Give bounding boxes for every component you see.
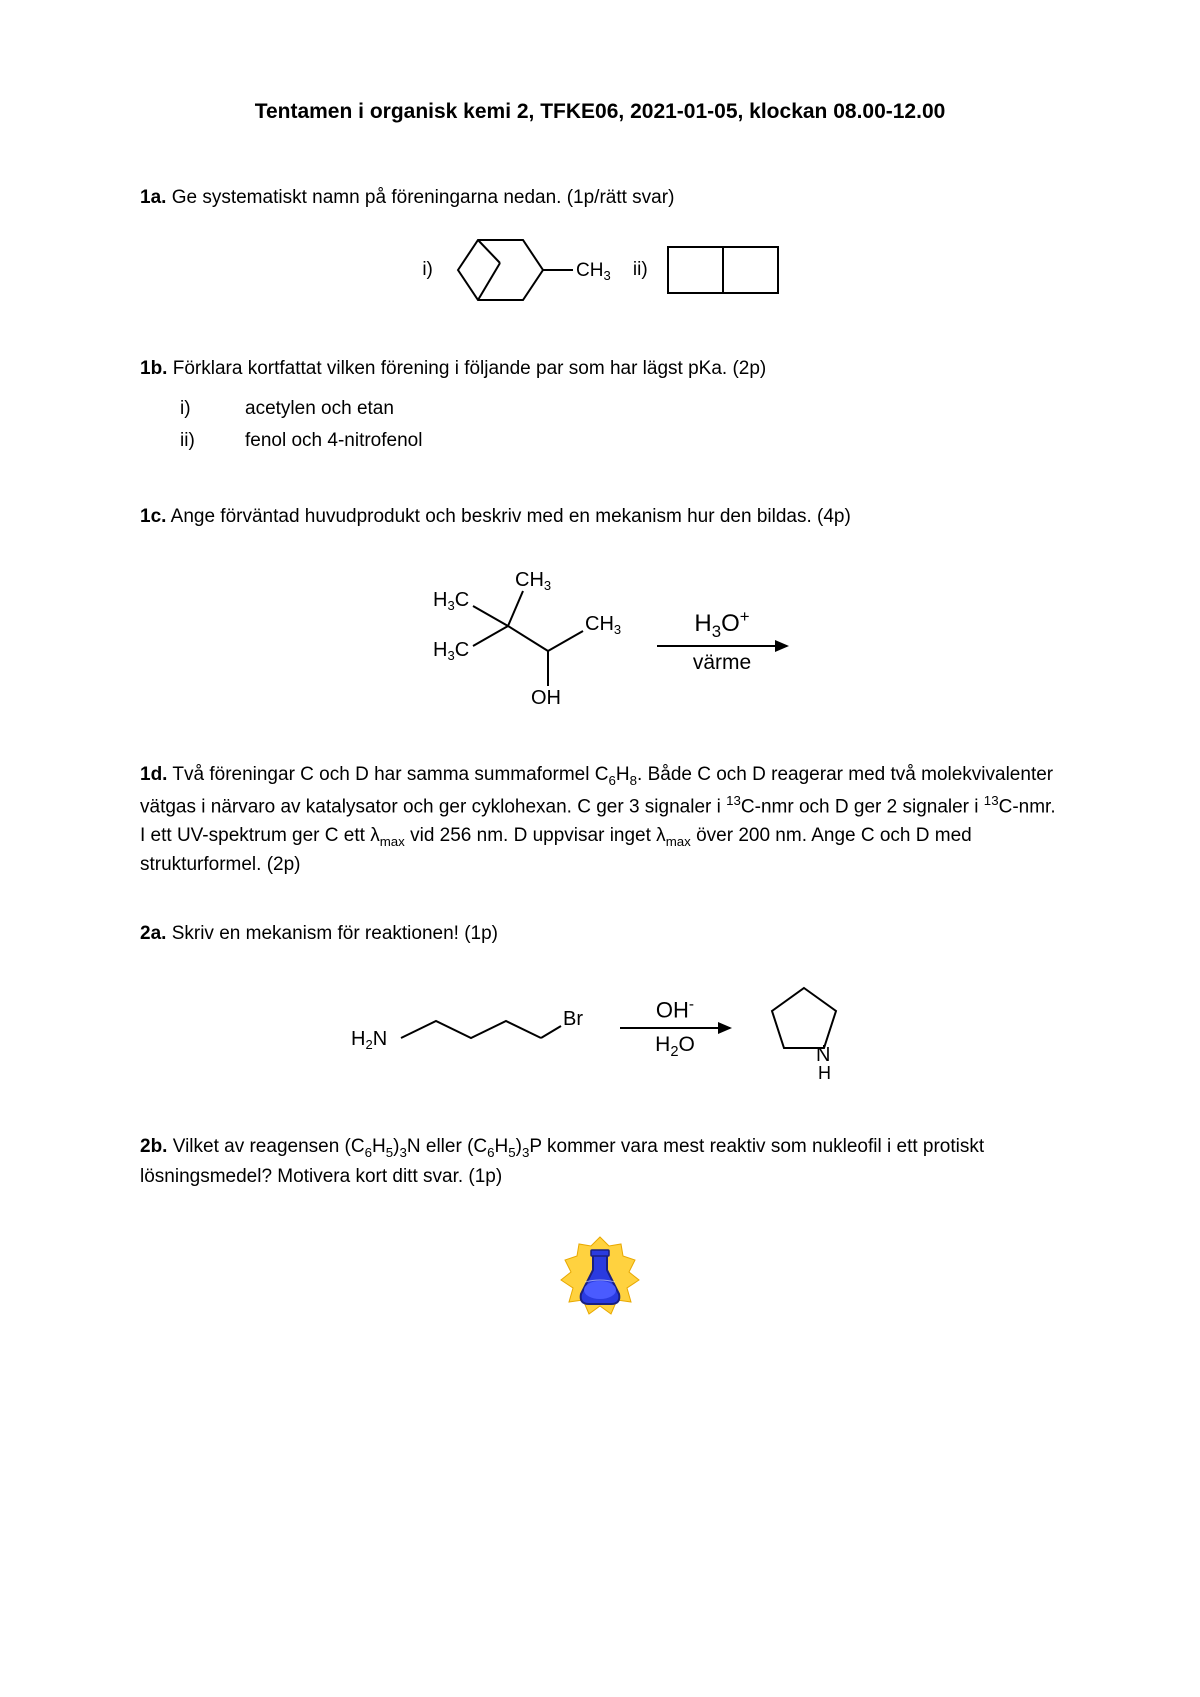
q2a-arrow-bottom: H2O: [620, 1033, 730, 1060]
q1a-figures: i) CH3 ii): [140, 225, 1060, 315]
chemistry-flask-icon: [555, 1232, 645, 1322]
q1a-i-label: i): [422, 259, 433, 281]
exam-title: Tentamen i organisk kemi 2, TFKE06, 2021…: [140, 100, 1060, 124]
q1a-text: 1a. Ge systematiskt namn på föreningarna…: [140, 184, 1060, 213]
q1b-sublist: i) acetylen och etan ii) fenol och 4-nit…: [180, 393, 1060, 458]
svg-text:H2N: H2N: [351, 1028, 387, 1052]
svg-text:H3C: H3C: [433, 639, 469, 663]
svg-text:OH: OH: [531, 687, 561, 709]
q1b-ii: ii) fenol och 4-nitrofenol: [180, 425, 1060, 457]
question-2b: 2b. Vilket av reagensen (C6H5)3N eller (…: [140, 1133, 1060, 1191]
q1c-text: 1c. Ange förväntad huvudprodukt och besk…: [140, 503, 1060, 532]
tert-alcohol-structure: H3C H3C CH3 CH3 OH: [413, 566, 633, 716]
q1b-i: i) acetylen och etan: [180, 393, 1060, 425]
aminobromo-chain: H2N Br: [346, 993, 596, 1063]
q1c-arrow-top: H3O+: [657, 607, 787, 642]
svg-text:Br: Br: [563, 1008, 583, 1030]
q2a-reaction: H2N Br OH- H2O N H: [140, 973, 1060, 1083]
question-1a: 1a. Ge systematiskt namn på föreningarna…: [140, 184, 1060, 315]
q1a-label: 1a.: [140, 187, 166, 208]
q1d-text: 1d. Två föreningar C och D har samma sum…: [140, 761, 1060, 880]
pyrrolidine-structure: N H: [754, 973, 854, 1083]
bicyclobutane-structure: [658, 235, 788, 305]
q2a-arrow: OH- H2O: [620, 996, 730, 1061]
q2a-label: 2a.: [140, 923, 166, 944]
q1a-ii-label: ii): [633, 259, 648, 281]
q1c-arrow-bottom: värme: [657, 651, 787, 675]
svg-text:CH3: CH3: [576, 260, 611, 283]
question-1d: 1d. Två föreningar C och D har samma sum…: [140, 761, 1060, 880]
question-1b: 1b. Förklara kortfattat vilken förening …: [140, 355, 1060, 458]
svg-text:CH3: CH3: [515, 569, 551, 593]
question-1c: 1c. Ange förväntad huvudprodukt och besk…: [140, 503, 1060, 717]
q1c-label: 1c.: [140, 506, 166, 527]
q1b-label: 1b.: [140, 358, 167, 379]
q1b-text: 1b. Förklara kortfattat vilken förening …: [140, 355, 1060, 384]
svg-text:H: H: [818, 1063, 831, 1083]
q2b-label: 2b.: [140, 1136, 167, 1157]
q2a-text: 2a. Skriv en mekanism för reaktionen! (1…: [140, 920, 1060, 949]
q2a-arrow-top: OH-: [620, 996, 730, 1023]
q1c-reaction: H3C H3C CH3 CH3 OH H3O+ värme: [140, 566, 1060, 716]
q1c-arrow: H3O+ värme: [657, 607, 787, 676]
norbornane-structure: CH3: [443, 225, 613, 315]
svg-text:CH3: CH3: [585, 613, 621, 637]
q2b-text: 2b. Vilket av reagensen (C6H5)3N eller (…: [140, 1133, 1060, 1191]
page: Tentamen i organisk kemi 2, TFKE06, 2021…: [0, 0, 1200, 1362]
q1d-label: 1d.: [140, 764, 167, 785]
question-2a: 2a. Skriv en mekanism för reaktionen! (1…: [140, 920, 1060, 1084]
svg-text:H3C: H3C: [433, 589, 469, 613]
